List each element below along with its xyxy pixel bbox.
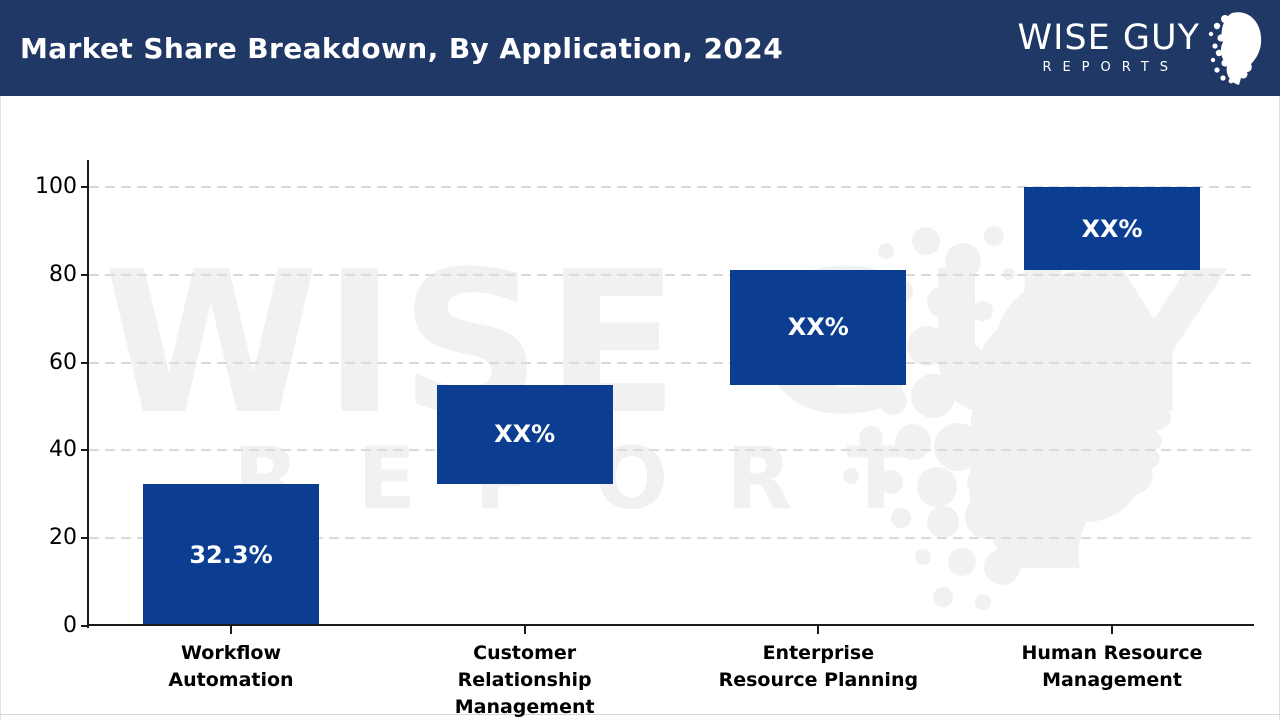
brand-name: WISE GUY <box>1017 18 1200 58</box>
gridline <box>89 361 1254 364</box>
brand-face-icon <box>1208 12 1262 86</box>
bar-value-label: XX% <box>787 313 849 342</box>
y-tick-label: 60 <box>49 349 77 375</box>
y-tick-mark <box>81 625 89 627</box>
figure-border-bottom <box>0 714 1280 715</box>
y-tick-mark <box>81 186 89 188</box>
y-tick-mark <box>81 537 89 540</box>
x-tick-mark <box>1111 626 1113 634</box>
y-tick-label: 20 <box>49 525 77 551</box>
x-axis-line <box>87 624 1254 626</box>
chart-area: WISE GUY REPORTS 0 20 40 60 80 100 32.3% XX% XX%… <box>0 96 1280 720</box>
bar-value-label: XX% <box>1081 214 1143 243</box>
x-category-label: Customer Relationship Management <box>454 642 595 718</box>
brand-logo-text: WISE GUY REPORTS <box>1017 18 1200 76</box>
bar-value-label: XX% <box>494 420 556 449</box>
gridline <box>89 186 1254 188</box>
x-tick-mark <box>817 626 820 634</box>
y-tick-label: 0 <box>63 613 77 638</box>
y-tick-label: 80 <box>49 261 77 287</box>
y-tick-mark <box>81 273 89 276</box>
y-tick-label: 100 <box>35 174 77 199</box>
x-tick-mark <box>230 626 232 634</box>
brand-tagline: REPORTS <box>1042 60 1180 75</box>
bar: 32.3% <box>143 484 319 626</box>
y-axis-line <box>87 160 89 628</box>
y-tick-mark <box>81 361 89 364</box>
x-category-label: Workflow Automation <box>168 642 294 691</box>
x-category-label: Enterprise Resource Planning <box>718 642 919 691</box>
gridline <box>89 449 1254 452</box>
x-category-label: Human Resource Management <box>1021 642 1203 691</box>
gridline <box>89 273 1254 276</box>
header: Market Share Breakdown, By Application, … <box>0 0 1280 96</box>
chart-title: Market Share Breakdown, By Application, … <box>20 31 784 65</box>
gridline <box>89 537 1254 540</box>
bar: XX% <box>730 270 907 385</box>
x-tick-mark <box>523 626 526 634</box>
brand-logo: WISE GUY REPORTS <box>1017 8 1266 88</box>
y-tick-label: 40 <box>49 437 77 463</box>
bar: XX% <box>436 384 613 485</box>
bar: XX% <box>1024 187 1200 271</box>
y-tick-mark <box>81 449 89 452</box>
bar-value-label: 32.3% <box>189 541 273 570</box>
